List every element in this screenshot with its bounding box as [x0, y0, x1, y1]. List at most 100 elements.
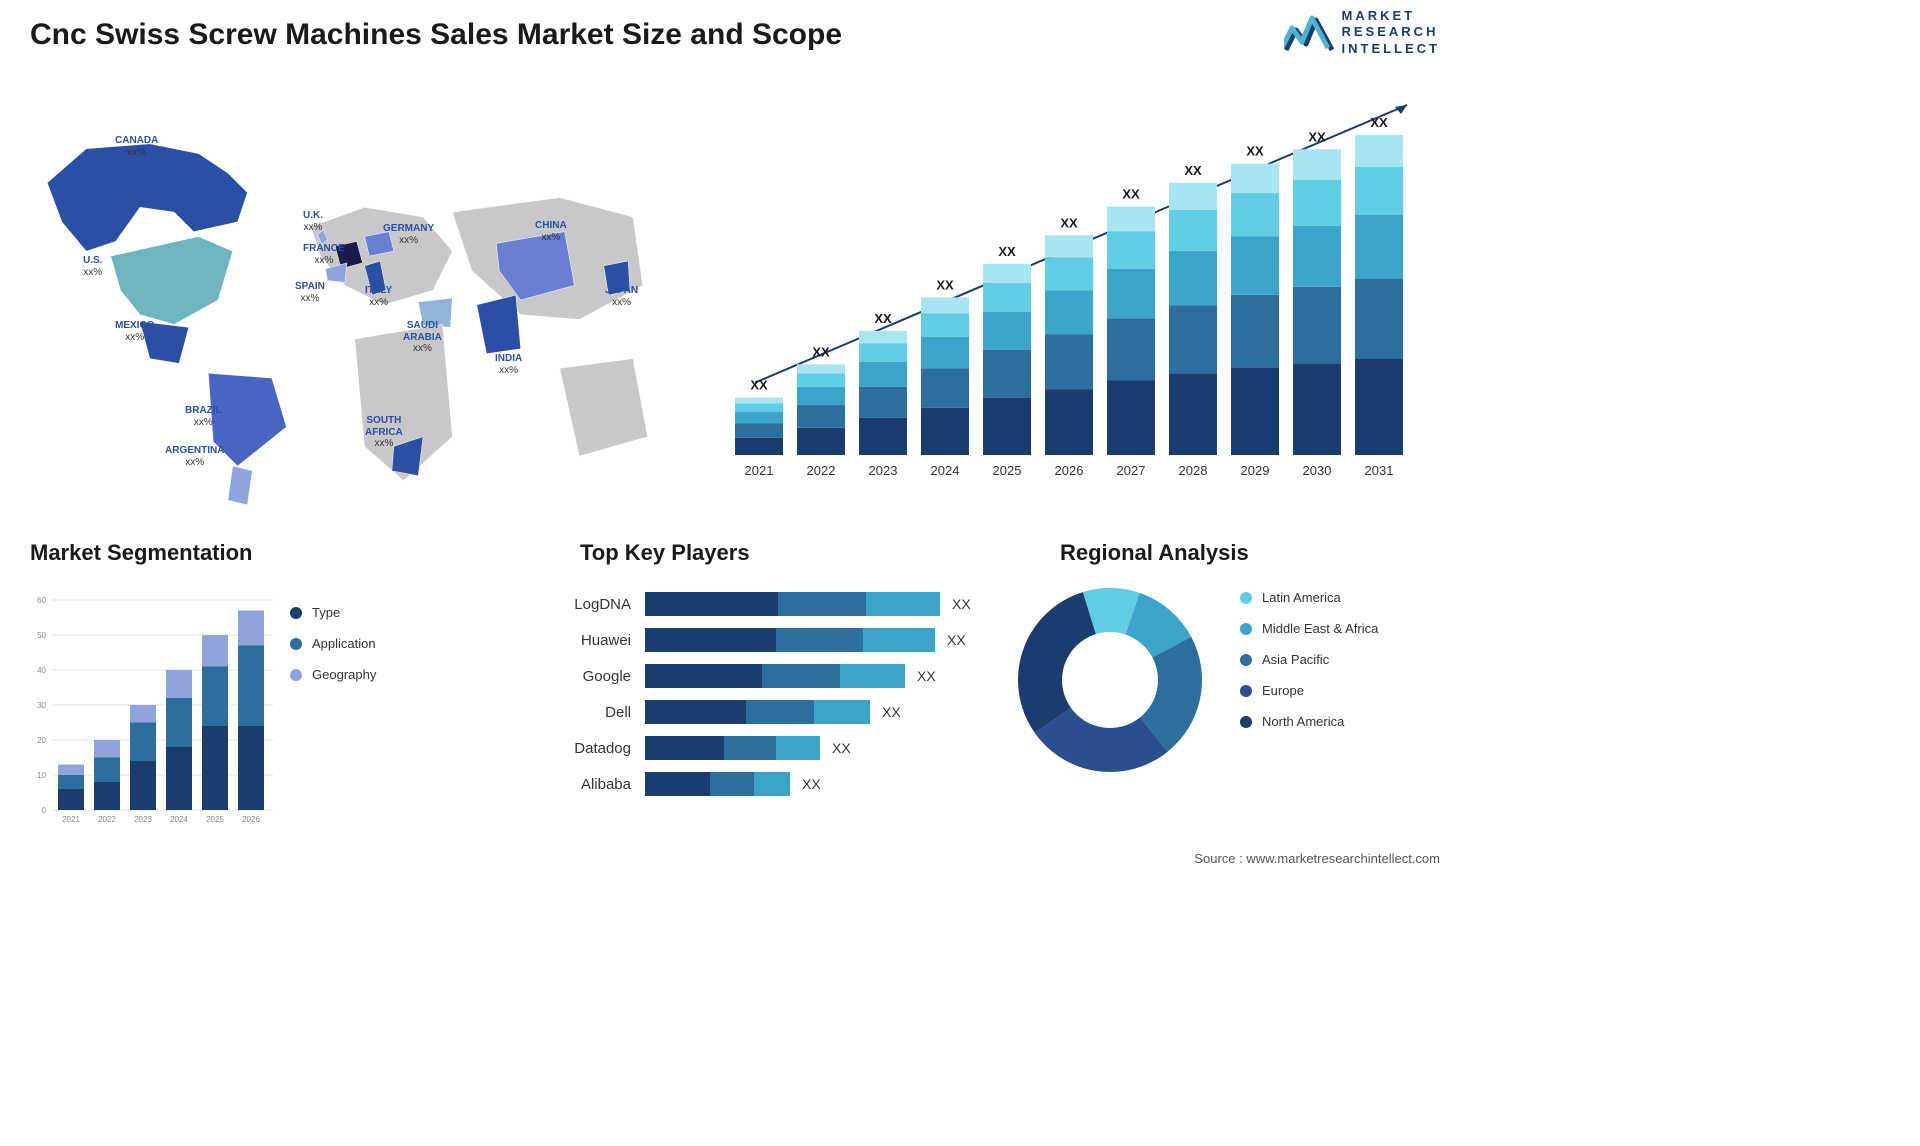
- segmentation-title: Market Segmentation: [30, 540, 253, 566]
- player-row: Dell XX: [500, 698, 980, 726]
- legend-label: Europe: [1262, 683, 1304, 698]
- svg-text:XX: XX: [750, 378, 768, 393]
- player-bar: [645, 664, 905, 688]
- svg-text:2026: 2026: [242, 815, 260, 824]
- svg-text:XX: XX: [1060, 215, 1078, 230]
- regional-legend-item: North America: [1240, 714, 1378, 729]
- legend-label: Latin America: [1262, 590, 1341, 605]
- legend-dot: [1240, 623, 1252, 635]
- svg-text:2023: 2023: [869, 463, 898, 478]
- player-row: AlibabaXX: [500, 770, 980, 798]
- page-title: Cnc Swiss Screw Machines Sales Market Si…: [30, 18, 842, 52]
- map-label: ITALYxx%: [365, 285, 392, 308]
- player-value: XX: [952, 596, 971, 612]
- map-label: SOUTHAFRICAxx%: [365, 415, 403, 450]
- svg-text:2021: 2021: [62, 815, 80, 824]
- player-label: Datadog: [500, 740, 645, 757]
- source-line: Source : www.marketresearchintellect.com: [1194, 851, 1440, 866]
- regional-title: Regional Analysis: [1060, 540, 1249, 566]
- svg-text:XX: XX: [998, 244, 1016, 259]
- player-row: Datadog XX: [500, 734, 980, 762]
- legend-dot: [1240, 592, 1252, 604]
- legend-dot: [1240, 716, 1252, 728]
- world-map: CANADAxx%U.S.xx%MEXICOxx%BRAZILxx%ARGENT…: [25, 95, 665, 505]
- legend-dot: [1240, 654, 1252, 666]
- map-label: BRAZILxx%: [185, 405, 222, 428]
- svg-text:50: 50: [37, 631, 46, 640]
- svg-text:XX: XX: [1246, 144, 1264, 159]
- svg-text:2029: 2029: [1241, 463, 1270, 478]
- svg-text:2023: 2023: [134, 815, 152, 824]
- svg-text:XX: XX: [1308, 129, 1326, 144]
- map-label: FRANCExx%: [303, 243, 345, 266]
- regional-legend-item: Latin America: [1240, 590, 1378, 605]
- svg-text:XX: XX: [812, 344, 830, 359]
- legend-dot: [1240, 685, 1252, 697]
- map-label: GERMANYxx%: [383, 223, 434, 246]
- legend-dot: [290, 638, 302, 650]
- player-bar: [645, 592, 940, 616]
- map-label: SPAINxx%: [295, 281, 325, 304]
- legend-label: Application: [312, 636, 376, 651]
- player-bar: [645, 772, 790, 796]
- svg-text:40: 40: [37, 666, 46, 675]
- svg-text:XX: XX: [1370, 115, 1388, 130]
- map-label: INDIAxx%: [495, 353, 522, 376]
- map-label: SAUDIARABIAxx%: [403, 320, 442, 355]
- map-label: JAPANxx%: [605, 285, 638, 308]
- segmentation-chart: 0 10 20 30 40 50 60 2021 2022 2023 2024 2025 2026: [18, 580, 278, 830]
- player-label: Huawei: [500, 632, 645, 649]
- key-players-title: Top Key Players: [580, 540, 750, 566]
- svg-text:2028: 2028: [1179, 463, 1208, 478]
- legend-label: North America: [1262, 714, 1344, 729]
- map-label: MEXICOxx%: [115, 320, 154, 343]
- map-label: U.K.xx%: [303, 210, 323, 233]
- logo-text: MARKET RESEARCH INTELLECT: [1342, 8, 1441, 57]
- svg-text:2025: 2025: [206, 815, 224, 824]
- svg-text:20: 20: [37, 736, 46, 745]
- svg-text:XX: XX: [1122, 187, 1140, 202]
- svg-text:2030: 2030: [1303, 463, 1332, 478]
- regional-legend-item: Asia Pacific: [1240, 652, 1378, 667]
- regional-legend-item: Europe: [1240, 683, 1378, 698]
- regional-legend: Latin America Middle East & Africa Asia Pa…: [1240, 590, 1378, 745]
- forecast-chart: XX2021XX2022XX2023XX2024XX2025XX2026XX20…: [720, 95, 1440, 495]
- svg-text:30: 30: [37, 701, 46, 710]
- legend-label: Geography: [312, 667, 376, 682]
- svg-text:XX: XX: [936, 277, 954, 292]
- svg-text:2027: 2027: [1117, 463, 1146, 478]
- svg-text:2022: 2022: [98, 815, 116, 824]
- player-label: Alibaba: [500, 776, 645, 793]
- player-row: LogDNAXX: [500, 590, 980, 618]
- svg-text:60: 60: [37, 596, 46, 605]
- svg-text:2024: 2024: [170, 815, 188, 824]
- map-label: ARGENTINAxx%: [165, 445, 224, 468]
- svg-text:XX: XX: [874, 311, 892, 326]
- legend-dot: [290, 607, 302, 619]
- segmentation-legend-item: Type: [290, 605, 376, 620]
- svg-text:10: 10: [37, 771, 46, 780]
- player-value: XX: [947, 632, 966, 648]
- player-value: XX: [832, 740, 851, 756]
- player-row: Huawei XX: [500, 626, 980, 654]
- player-row: GoogleXX: [500, 662, 980, 690]
- legend-label: Asia Pacific: [1262, 652, 1329, 667]
- player-bar: [645, 736, 820, 760]
- svg-text:2022: 2022: [807, 463, 836, 478]
- player-bar: [645, 700, 870, 724]
- player-value: XX: [882, 704, 901, 720]
- svg-text:XX: XX: [1184, 163, 1202, 178]
- svg-text:2025: 2025: [993, 463, 1022, 478]
- logo-icon: [1284, 10, 1334, 54]
- regional-donut: [1010, 580, 1210, 780]
- regional-legend-item: Middle East & Africa: [1240, 621, 1378, 636]
- key-players-chart: LogDNAXXHuaweiXXGoogleXXDellXXDatadogXXA…: [500, 590, 980, 806]
- player-label: Dell: [500, 704, 645, 721]
- map-label: U.S.xx%: [83, 255, 102, 278]
- segmentation-legend: Type Application Geography: [290, 605, 376, 698]
- player-label: Google: [500, 668, 645, 685]
- svg-text:0: 0: [42, 806, 47, 815]
- map-label: CHINAxx%: [535, 220, 567, 243]
- legend-label: Middle East & Africa: [1262, 621, 1378, 636]
- svg-text:2024: 2024: [931, 463, 960, 478]
